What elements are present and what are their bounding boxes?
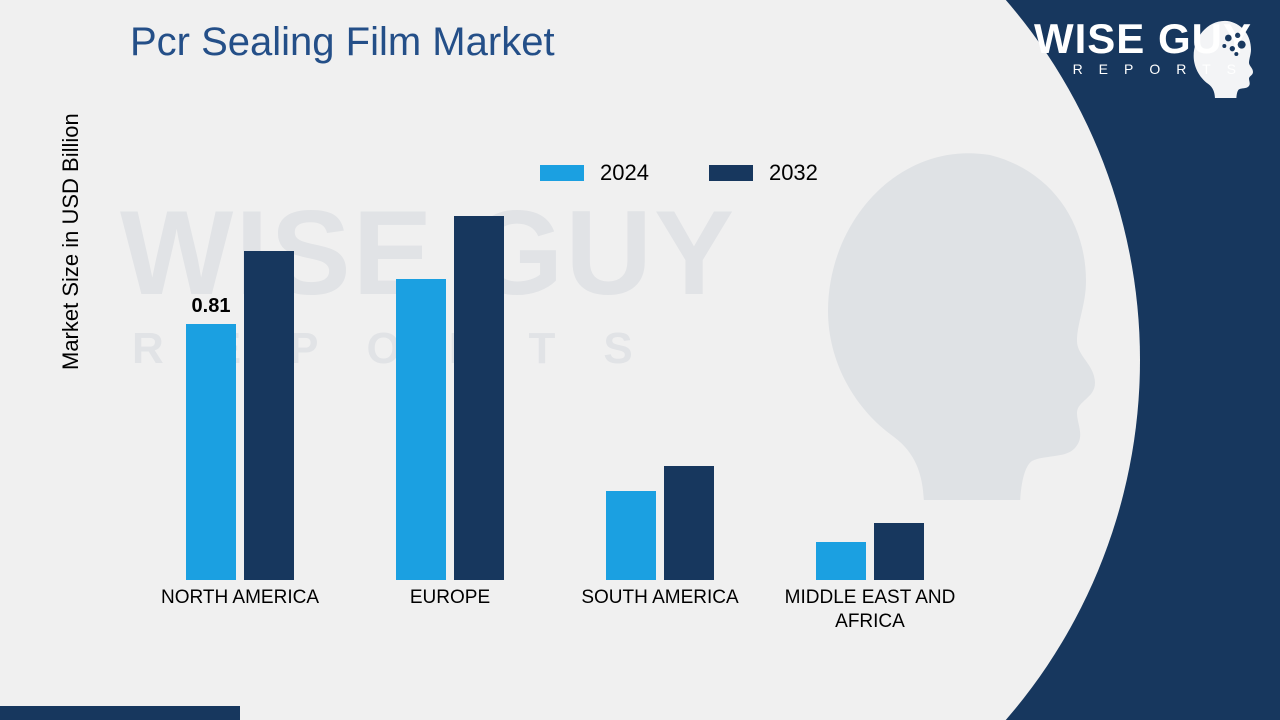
bar-value-label: 0.81 bbox=[171, 295, 251, 318]
legend-label-2032: 2032 bbox=[769, 160, 818, 186]
y-axis-label: Market Size in USD Billion bbox=[58, 113, 84, 370]
legend-swatch-2024 bbox=[540, 165, 584, 181]
logo-head-icon bbox=[1188, 18, 1258, 98]
x-axis-category-label: EUROPE bbox=[360, 586, 540, 610]
bar bbox=[396, 279, 446, 580]
bar bbox=[664, 466, 714, 580]
bar bbox=[186, 324, 236, 581]
legend: 2024 2032 bbox=[540, 160, 818, 186]
right-panel bbox=[960, 0, 1280, 720]
bar bbox=[816, 542, 866, 580]
plot-area: 0.81 bbox=[120, 200, 980, 580]
legend-item-2032: 2032 bbox=[709, 160, 818, 186]
x-axis-category-label: NORTH AMERICA bbox=[150, 586, 330, 610]
bar bbox=[454, 216, 504, 580]
chart-title: Pcr Sealing Film Market bbox=[130, 20, 555, 65]
brand-logo: WISE GUY REPORTS bbox=[1034, 18, 1252, 76]
legend-label-2024: 2024 bbox=[600, 160, 649, 186]
bar bbox=[244, 251, 294, 580]
x-axis-category-label: MIDDLE EAST AND AFRICA bbox=[780, 586, 960, 634]
legend-swatch-2032 bbox=[709, 165, 753, 181]
bar bbox=[874, 523, 924, 580]
bottom-stripe bbox=[0, 706, 240, 720]
bar bbox=[606, 491, 656, 580]
canvas: WISE GUY REPORTS WISE GUY REPORTS Pcr Se… bbox=[0, 0, 1280, 720]
legend-item-2024: 2024 bbox=[540, 160, 649, 186]
x-axis-labels: NORTH AMERICA EUROPE SOUTH AMERICA MIDDLE E… bbox=[120, 582, 980, 702]
x-axis-category-label: SOUTH AMERICA bbox=[570, 586, 750, 610]
